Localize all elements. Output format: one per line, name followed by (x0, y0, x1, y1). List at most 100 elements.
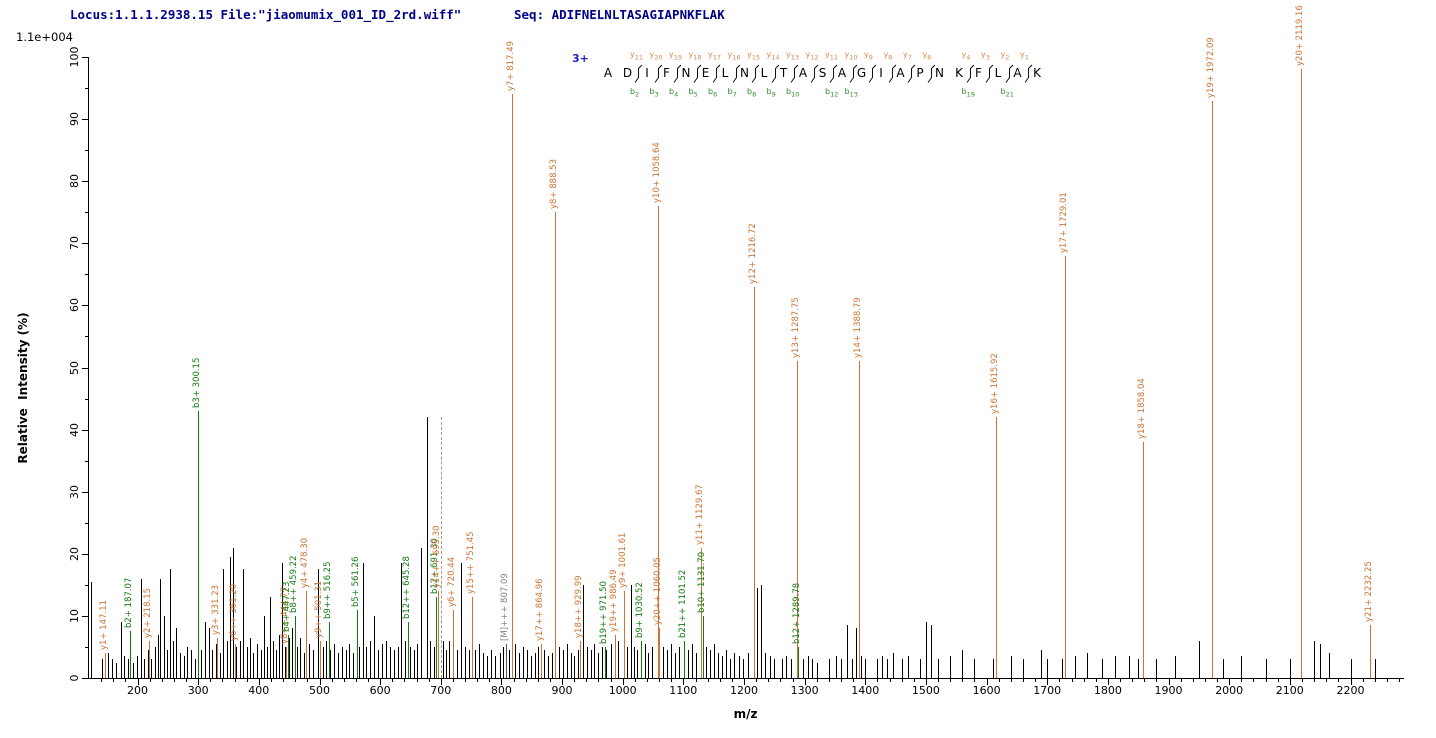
noise-peak (163, 615, 165, 678)
precursor-marker-line (440, 417, 442, 678)
y-ion-peak-label: y9+ 1001.61 (617, 532, 628, 589)
y-ion-peak (472, 597, 473, 678)
y-ion-peak-label: y3+ 331.23 (211, 584, 222, 635)
noise-peak (1156, 659, 1158, 678)
x-major-tick (925, 678, 927, 685)
noise-peak (688, 650, 690, 678)
noise-peak (353, 653, 355, 678)
x-major-tick (501, 678, 503, 685)
x-tick-label: 1000 (608, 684, 637, 697)
fragmap-y6-label: y6 (922, 50, 932, 62)
noise-peak (334, 643, 335, 678)
x-minor-tick (756, 678, 758, 682)
x-minor-tick (707, 678, 709, 682)
noise-peak (856, 628, 858, 678)
residue-14-G: G (856, 66, 867, 80)
noise-peak (215, 643, 217, 678)
x-minor-tick (246, 678, 248, 682)
y-ion-peak-label: y20+ 2119.16 (1295, 5, 1306, 67)
noise-peak (475, 650, 477, 678)
fragmap-b19-label: b19 (961, 87, 975, 99)
noise-peak (1374, 659, 1376, 678)
fragmap-b5-label: b5 (688, 87, 698, 99)
y-minor-tick (85, 150, 89, 152)
y-major-tick (82, 491, 89, 493)
noise-peak (543, 650, 545, 678)
noise-peak (381, 643, 383, 678)
noise-peak (303, 653, 305, 678)
x-minor-tick (719, 678, 721, 682)
x-tick-label: 1900 (1154, 684, 1183, 697)
cleavage-mark-after-6 (712, 64, 721, 83)
y-ion-peak-label: y12+ 1216.72 (748, 222, 759, 284)
fragmap-y2-label: y2 (1000, 50, 1010, 62)
noise-peak (370, 640, 372, 678)
x-tick-label: 1100 (669, 684, 698, 697)
noise-peak (442, 640, 444, 678)
noise-peak (267, 646, 269, 678)
noise-peak (663, 646, 665, 678)
x-minor-tick (210, 678, 212, 682)
noise-peak (1062, 659, 1064, 678)
y-ion-peak-label: y7+ 817.49 (506, 41, 516, 92)
x-minor-tick (404, 678, 406, 682)
noise-peak (465, 646, 466, 678)
noise-peak (309, 643, 311, 678)
residue-20-F: F (975, 66, 982, 80)
y-ion-peak (1143, 442, 1145, 678)
x-major-tick (622, 678, 624, 685)
b-ion-peak (198, 411, 200, 678)
x-minor-tick (489, 678, 491, 682)
noise-peak (194, 659, 196, 678)
b-ion-peak (287, 634, 289, 678)
x-minor-tick (853, 678, 855, 682)
noise-peak (292, 628, 294, 678)
fragmap-y13-label: y13 (786, 50, 800, 62)
y-ion-peak (105, 653, 107, 678)
x-major-tick (1047, 678, 1049, 685)
y-ion-peak-label: y8+ 888.53 (549, 159, 560, 210)
x-minor-tick (768, 678, 770, 682)
y-minor-tick (85, 398, 89, 400)
cleavage-mark-after-11 (810, 64, 818, 83)
noise-peak (270, 597, 272, 678)
y-ion-peak (1370, 625, 1371, 678)
noise-peak (679, 646, 681, 678)
y-ion-peak (148, 640, 150, 678)
y-ion-peak (540, 643, 542, 678)
noise-peak (534, 653, 536, 678)
noise-peak (154, 646, 156, 678)
noise-peak (811, 659, 813, 678)
x-minor-tick (998, 678, 1000, 682)
x-minor-tick (465, 678, 466, 682)
b-ion-peak-label: b10+ 1131.70 (696, 551, 707, 613)
x-minor-tick (816, 678, 818, 682)
x-major-tick (440, 678, 442, 685)
x-minor-tick (659, 678, 661, 682)
x-minor-tick (1326, 678, 1328, 682)
y-ion-peak (1212, 100, 1214, 678)
y-ion-peak (658, 206, 660, 678)
noise-peak (167, 650, 169, 678)
x-minor-tick (901, 678, 903, 682)
noise-peak (562, 650, 564, 678)
y-major-tick (82, 305, 89, 307)
fragmap-b21-label: b21 (1000, 87, 1014, 99)
noise-peak (414, 650, 416, 678)
noise-peak (634, 646, 636, 678)
x-minor-tick (525, 678, 527, 682)
noise-peak (240, 640, 241, 678)
noise-peak (313, 650, 315, 678)
noise-peak (201, 650, 203, 678)
noise-peak (112, 659, 113, 678)
fragmap-y19-label: y19 (669, 50, 683, 62)
x-major-tick (804, 678, 806, 685)
noise-peak (730, 659, 731, 678)
cleavage-mark-after-16 (907, 64, 916, 83)
y-tick-label: 50 (68, 360, 81, 375)
fragmap-b10-label: b10 (786, 87, 800, 99)
noise-peak (1198, 640, 1200, 678)
y-ion-peak-label: y14++ 695.30 (431, 525, 442, 589)
noise-peak (398, 646, 400, 678)
noise-peak (566, 643, 568, 678)
